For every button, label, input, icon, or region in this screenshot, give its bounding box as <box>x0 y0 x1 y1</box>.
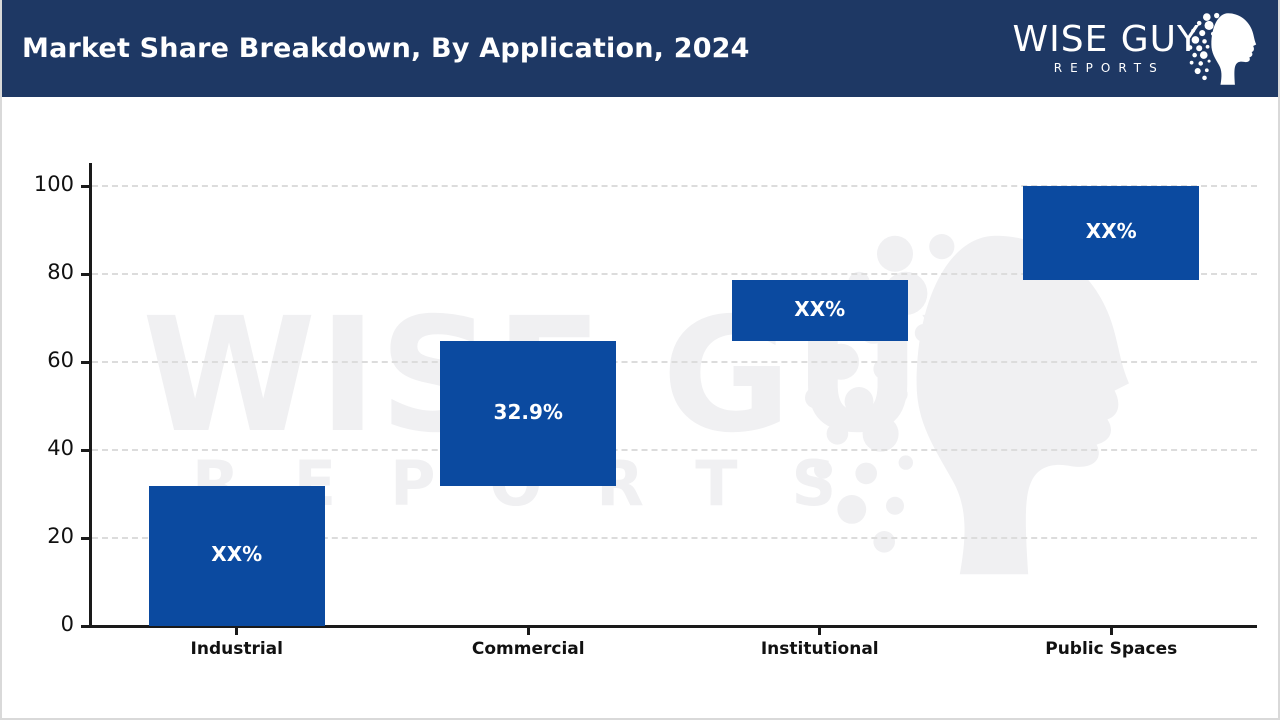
y-tick-label: 60 <box>47 348 74 372</box>
x-tick <box>1109 628 1113 635</box>
y-tick <box>81 536 90 540</box>
y-tick <box>81 184 90 188</box>
y-tick-label: 40 <box>47 436 74 460</box>
chart-title: Market Share Breakdown, By Application, … <box>22 33 750 64</box>
y-tick-label: 0 <box>60 612 74 636</box>
x-axis-line <box>89 625 1257 628</box>
logo: WISE GUY REPORTS <box>1013 6 1261 92</box>
bar <box>440 341 617 487</box>
bar-value-label: 32.9% <box>493 399 563 424</box>
y-tick <box>81 272 90 276</box>
bar-value-label: XX% <box>1085 219 1137 244</box>
y-tick-label: 80 <box>47 260 74 284</box>
logo-subtitle: REPORTS <box>1053 61 1165 75</box>
gridline <box>92 449 1257 451</box>
x-tick <box>526 628 530 635</box>
category-label: Public Spaces <box>1045 639 1178 659</box>
header-bar: Market Share Breakdown, By Application, … <box>2 0 1278 97</box>
category-label: Commercial <box>471 639 585 659</box>
category-label: Institutional <box>760 639 879 659</box>
x-tick <box>235 628 239 635</box>
gridline <box>92 185 1257 187</box>
bar-value-label: XX% <box>211 542 263 567</box>
bar-value-label: XX% <box>794 296 846 321</box>
bar <box>148 486 325 626</box>
y-tick <box>81 448 90 452</box>
y-tick <box>81 624 90 628</box>
x-tick <box>818 628 822 635</box>
y-tick-label: 20 <box>47 524 74 548</box>
logo-wordmark: WISE GUY <box>1012 19 1200 60</box>
category-label: Industrial <box>190 639 283 659</box>
y-axis-line <box>89 163 92 628</box>
gridline <box>92 273 1257 275</box>
y-tick <box>81 360 90 364</box>
logo-text: WISE GUY REPORTS <box>1012 19 1201 76</box>
gridline <box>92 361 1257 363</box>
gridline <box>92 537 1257 539</box>
y-tick-label: 100 <box>33 172 74 196</box>
